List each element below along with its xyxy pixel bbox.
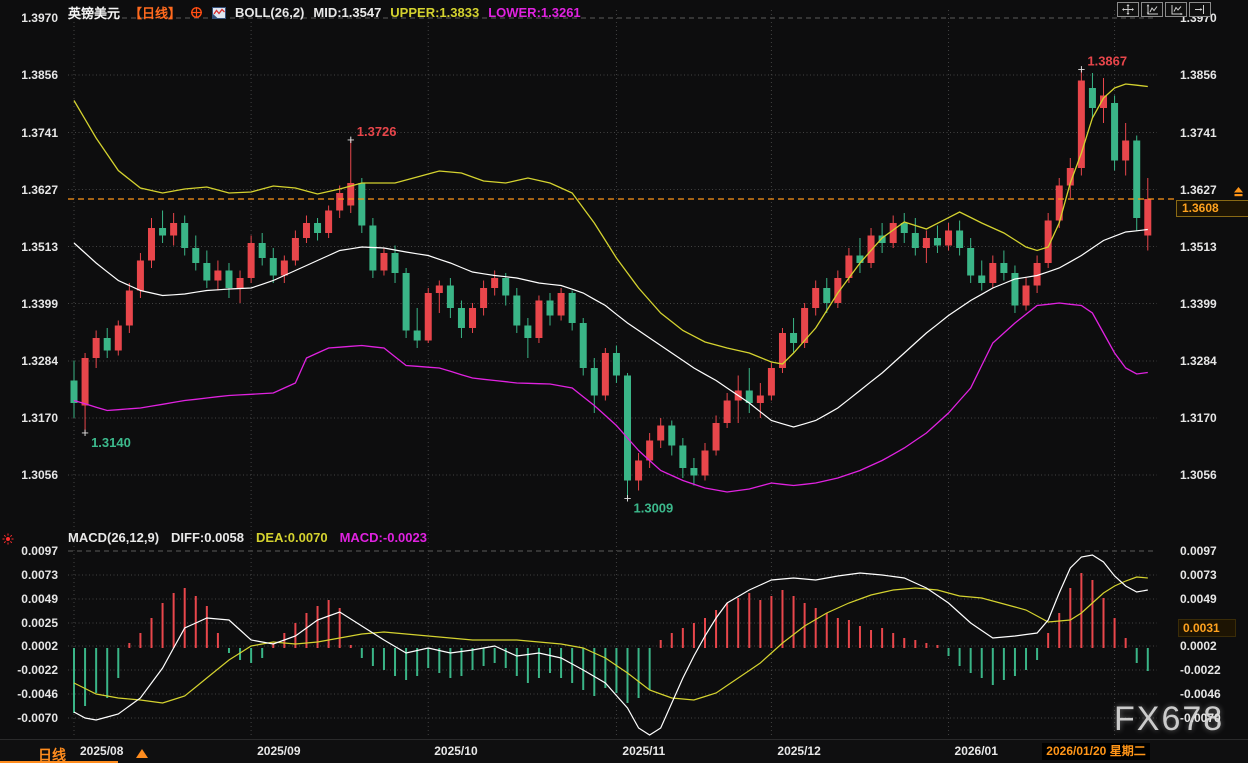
macd-hist-value: MACD:-0.0023 <box>339 530 427 545</box>
svg-text:1.3009: 1.3009 <box>634 501 674 516</box>
svg-text:+: + <box>1078 62 1086 77</box>
chart-toolbar <box>1117 2 1211 17</box>
price-alert-icon[interactable] <box>1233 185 1244 203</box>
svg-text:+: + <box>347 132 355 147</box>
current-price-tag: 1.3608 <box>1176 200 1248 217</box>
svg-text:+: + <box>624 491 632 506</box>
svg-text:1.3726: 1.3726 <box>357 124 397 139</box>
annotations-layer: +1.3726+1.3867+1.3140+1.3009 <box>81 54 1127 516</box>
macd-name-label: MACD(26,12,9) <box>68 530 160 545</box>
boll-upper-value: UPPER:1.3833 <box>390 5 480 20</box>
caret-up-icon[interactable] <box>136 749 148 758</box>
y-axis-zoom-tool-icon[interactable] <box>1141 2 1163 17</box>
boll-label: BOLL(26,2) <box>235 5 305 20</box>
macd-dea-value: DEA:0.0070 <box>256 530 328 545</box>
macd-current-value-tag: 0.0031 <box>1178 619 1236 637</box>
active-period-underline <box>0 761 118 763</box>
period-tag: 【日线】 <box>129 6 182 21</box>
watermark: FX678 <box>1114 700 1225 738</box>
boll-bands-layer <box>68 83 1174 493</box>
macd-histogram-layer <box>73 573 1149 713</box>
indicator-marker-icon[interactable] <box>2 532 14 550</box>
gridlines <box>68 10 1157 735</box>
target-crosshair-icon[interactable] <box>190 6 203 19</box>
scroll-right-tool-icon[interactable] <box>1189 2 1211 17</box>
chart-legend: 英镑美元 【日线】 BOLL(26,2) MID:1.3547 UPPER:1.… <box>68 3 581 22</box>
macd-diff-value: DIFF:0.0058 <box>171 530 245 545</box>
macd-legend: MACD(26,12,9) DIFF:0.0058 DEA:0.0070 MAC… <box>68 530 427 545</box>
macd-lines-layer <box>73 554 1148 736</box>
svg-text:1.3140: 1.3140 <box>91 435 131 450</box>
x-axis-bar: 日线 2026/02 2026/01/20 星期二 <box>0 739 1248 763</box>
x-axis-zoom-tool-icon[interactable] <box>1165 2 1187 17</box>
mini-chart-icon[interactable] <box>212 6 227 19</box>
boll-lower-value: LOWER:1.3261 <box>488 5 581 20</box>
symbol-name: 英镑美元 <box>68 6 121 21</box>
pan-tool-icon[interactable] <box>1117 2 1139 17</box>
boll-mid-value: MID:1.3547 <box>313 5 382 20</box>
selected-date-label: 2026/01/20 星期二 <box>1042 743 1150 760</box>
svg-text:+: + <box>81 425 89 440</box>
svg-text:1.3867: 1.3867 <box>1087 54 1127 69</box>
period-selector-button[interactable]: 日线 <box>38 747 66 763</box>
candles-layer <box>70 69 1152 499</box>
